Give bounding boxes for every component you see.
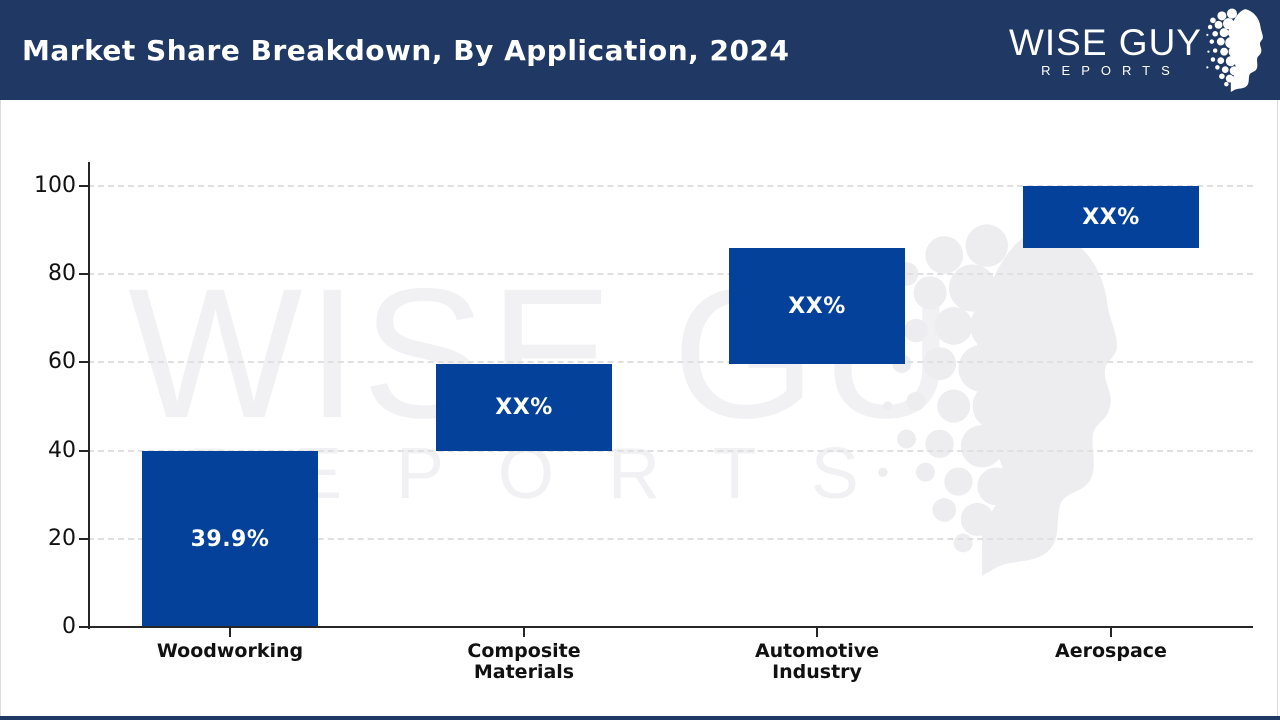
y-axis [88, 162, 90, 629]
category-label-line: Automotive [754, 640, 880, 662]
bar-woodworking: 39.9% [142, 451, 318, 627]
gridline [88, 361, 1253, 363]
page-title: Market Share Breakdown, By Application, … [22, 33, 790, 67]
wiseguy-logo: WISE GUY REPORTS [1009, 8, 1268, 92]
x-tickmark [816, 628, 818, 637]
bar-value-label: 39.9% [190, 526, 270, 552]
y-tick-label: 0 [62, 614, 76, 639]
category-label: Composite Materials [404, 641, 644, 683]
x-axis [88, 626, 1253, 628]
bar-value-label: XX% [1082, 204, 1140, 230]
gridline [88, 273, 1253, 275]
logo-text: WISE GUY REPORTS [1009, 24, 1202, 77]
gridline [88, 185, 1253, 187]
y-tickmark [79, 450, 88, 452]
bar-composite-materials: XX% [436, 364, 612, 451]
gridline [88, 538, 1253, 540]
y-tickmark [79, 626, 88, 628]
y-tickmark [79, 538, 88, 540]
logo-subtext: REPORTS [1041, 62, 1181, 78]
bar-value-label: XX% [495, 395, 553, 420]
category-label-line: Composite [467, 640, 581, 662]
y-tick-label: 80 [48, 261, 76, 286]
gridline [88, 450, 1253, 452]
category-label-line: Aerospace [1055, 640, 1167, 662]
logo-wordmark: WISE GUY [1008, 21, 1202, 63]
category-label-line: Industry [772, 661, 862, 683]
bar-value-label: XX% [788, 293, 846, 319]
x-tickmark [523, 628, 525, 637]
y-tickmark [79, 361, 88, 363]
category-label: Aerospace [991, 641, 1231, 662]
category-label-line: Woodworking [156, 640, 304, 662]
header: Market Share Breakdown, By Application, … [0, 0, 1280, 100]
bottom-strip [0, 716, 1280, 720]
bar-automotive-industry: XX% [729, 248, 905, 364]
category-label: Automotive Industry [697, 641, 937, 683]
y-tick-label: 60 [48, 349, 76, 374]
x-tickmark [229, 628, 231, 637]
logo-face-icon [1206, 8, 1268, 92]
y-tick-label: 100 [34, 173, 76, 198]
category-label-line: Materials [473, 661, 575, 683]
y-tickmark [79, 273, 88, 275]
y-tickmark [79, 185, 88, 187]
y-tick-label: 20 [48, 526, 76, 551]
bar-aerospace: XX% [1023, 186, 1199, 248]
y-tick-label: 40 [48, 438, 76, 463]
category-label: Woodworking [110, 641, 350, 662]
x-tickmark [1110, 628, 1112, 637]
